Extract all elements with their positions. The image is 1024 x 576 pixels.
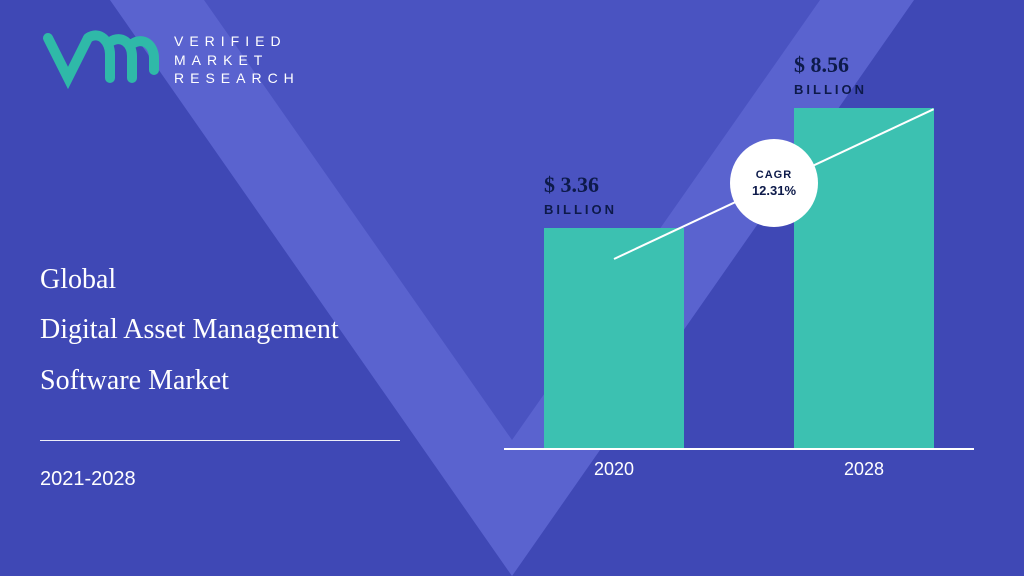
brand-name-line1: VERIFIED <box>174 32 300 51</box>
bar-label-2020: 2020 <box>544 459 684 480</box>
bar-2020 <box>544 228 684 448</box>
value-unit-2028: BILLION <box>794 82 867 97</box>
forecast-period: 2021-2028 <box>40 468 136 491</box>
cagr-value: 12.31% <box>752 183 796 198</box>
title-underline <box>40 440 400 441</box>
value-block-2028: $ 8.56 BILLION <box>794 52 867 97</box>
infographic-stage: VERIFIED MARKET RESEARCH Global Digital … <box>0 0 1024 576</box>
brand-name: VERIFIED MARKET RESEARCH <box>174 32 300 89</box>
chart-baseline <box>504 448 974 450</box>
brand-name-line2: MARKET <box>174 51 300 70</box>
logo-mark-icon <box>40 30 160 90</box>
title-line-1: Global <box>40 255 339 305</box>
value-unit-2020: BILLION <box>544 202 617 217</box>
value-amount-2020: $ 3.36 <box>544 172 617 198</box>
market-size-chart: $ 3.36 BILLION $ 8.56 BILLION 2020 2028 … <box>504 50 974 480</box>
bar-2028 <box>794 108 934 448</box>
title-line-2: Digital Asset Management <box>40 305 339 355</box>
cagr-badge: CAGR 12.31% <box>730 139 818 227</box>
value-amount-2028: $ 8.56 <box>794 52 867 78</box>
bar-label-2028: 2028 <box>794 459 934 480</box>
title-block: Global Digital Asset Management Software… <box>40 255 339 406</box>
title-line-3: Software Market <box>40 356 339 406</box>
brand-logo: VERIFIED MARKET RESEARCH <box>40 30 300 90</box>
cagr-label: CAGR <box>756 169 792 181</box>
brand-name-line3: RESEARCH <box>174 69 300 88</box>
value-block-2020: $ 3.36 BILLION <box>544 172 617 217</box>
